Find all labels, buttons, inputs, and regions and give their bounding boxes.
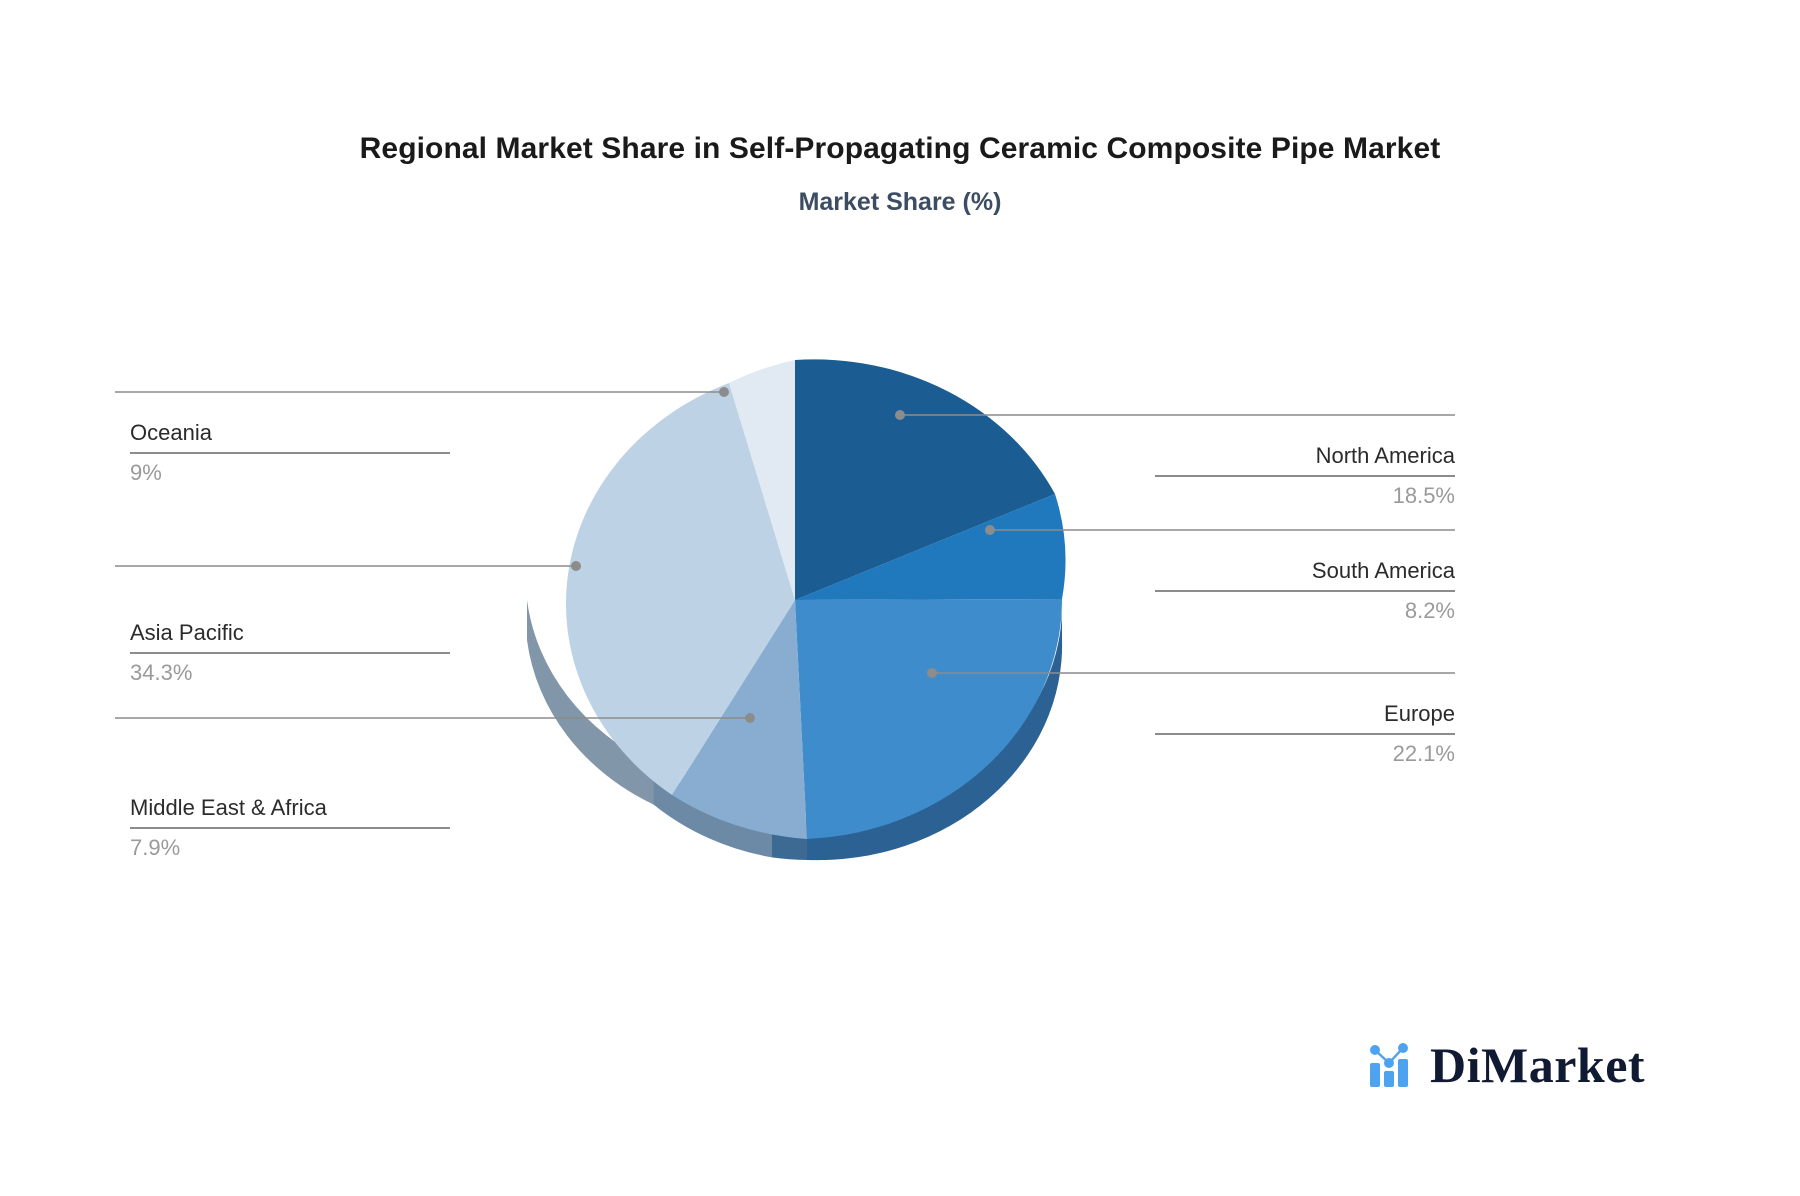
leader-dot-europe [927, 668, 937, 678]
callout-value-south-america: 8.2% [1404, 598, 1455, 623]
callout-middle-east-africa[interactable]: Middle East & Africa 7.9% [130, 794, 450, 862]
brand-logo[interactable]: DiMarket [1368, 1040, 1645, 1090]
callout-north-america[interactable]: North America 18.5% [1155, 442, 1455, 510]
callout-europe[interactable]: Europe 22.1% [1155, 700, 1455, 768]
leader-dot-north-america [895, 410, 905, 420]
callout-label-south-america: South America [1311, 558, 1455, 583]
page-title: Regional Market Share in Self-Propagatin… [359, 132, 1441, 165]
callout-value-asia-pacific: 34.3% [130, 660, 193, 685]
pie-slice-europe[interactable] [795, 599, 1063, 839]
pie-slice-south-america[interactable] [795, 494, 1066, 600]
callout-rule-asia-pacific [130, 652, 450, 654]
callout-label-europe: Europe [1384, 701, 1455, 726]
callout-label-asia-pacific: Asia Pacific [130, 620, 244, 645]
callout-label-oceania: Oceania [130, 420, 212, 445]
leader-dot-middle-east-africa [745, 713, 755, 723]
leader-dot-oceania [719, 387, 729, 397]
callout-south-america[interactable]: South America 8.2% [1155, 557, 1455, 625]
callout-rule-oceania [130, 452, 450, 454]
bar-chart-dots-icon [1370, 1043, 1408, 1087]
pie-slice-oceania[interactable] [729, 360, 795, 600]
callout-value-middle-east-africa: 7.9% [130, 835, 181, 860]
pie-slice-middle-east-africa[interactable] [672, 600, 807, 839]
chart-subtitle: Market Share (%) [798, 188, 1002, 216]
callout-label-middle-east-africa: Middle East & Africa [130, 795, 327, 820]
callout-rule-south-america [1155, 590, 1455, 592]
callout-value-oceania: 9% [130, 460, 162, 485]
pie-slices [566, 359, 1066, 839]
callout-value-north-america: 18.5% [1392, 483, 1455, 508]
callout-oceania[interactable]: Oceania 9% [130, 419, 450, 487]
callout-asia-pacific[interactable]: Asia Pacific 34.3% [130, 619, 450, 687]
callout-label-north-america: North America [1315, 443, 1455, 468]
leader-dot-south-america [985, 525, 995, 535]
pie-slice-north-america[interactable] [795, 359, 1055, 600]
callout-rule-middle-east-africa [130, 827, 450, 829]
logo-text: DiMarket [1430, 1037, 1646, 1093]
callout-value-europe: 22.1% [1392, 741, 1455, 766]
leader-dot-asia-pacific [571, 561, 581, 571]
callout-rule-europe [1155, 733, 1455, 735]
pie-slice-asia-pacific[interactable] [566, 383, 795, 795]
leader-lines [115, 387, 1455, 723]
callout-rule-north-america [1155, 475, 1455, 477]
